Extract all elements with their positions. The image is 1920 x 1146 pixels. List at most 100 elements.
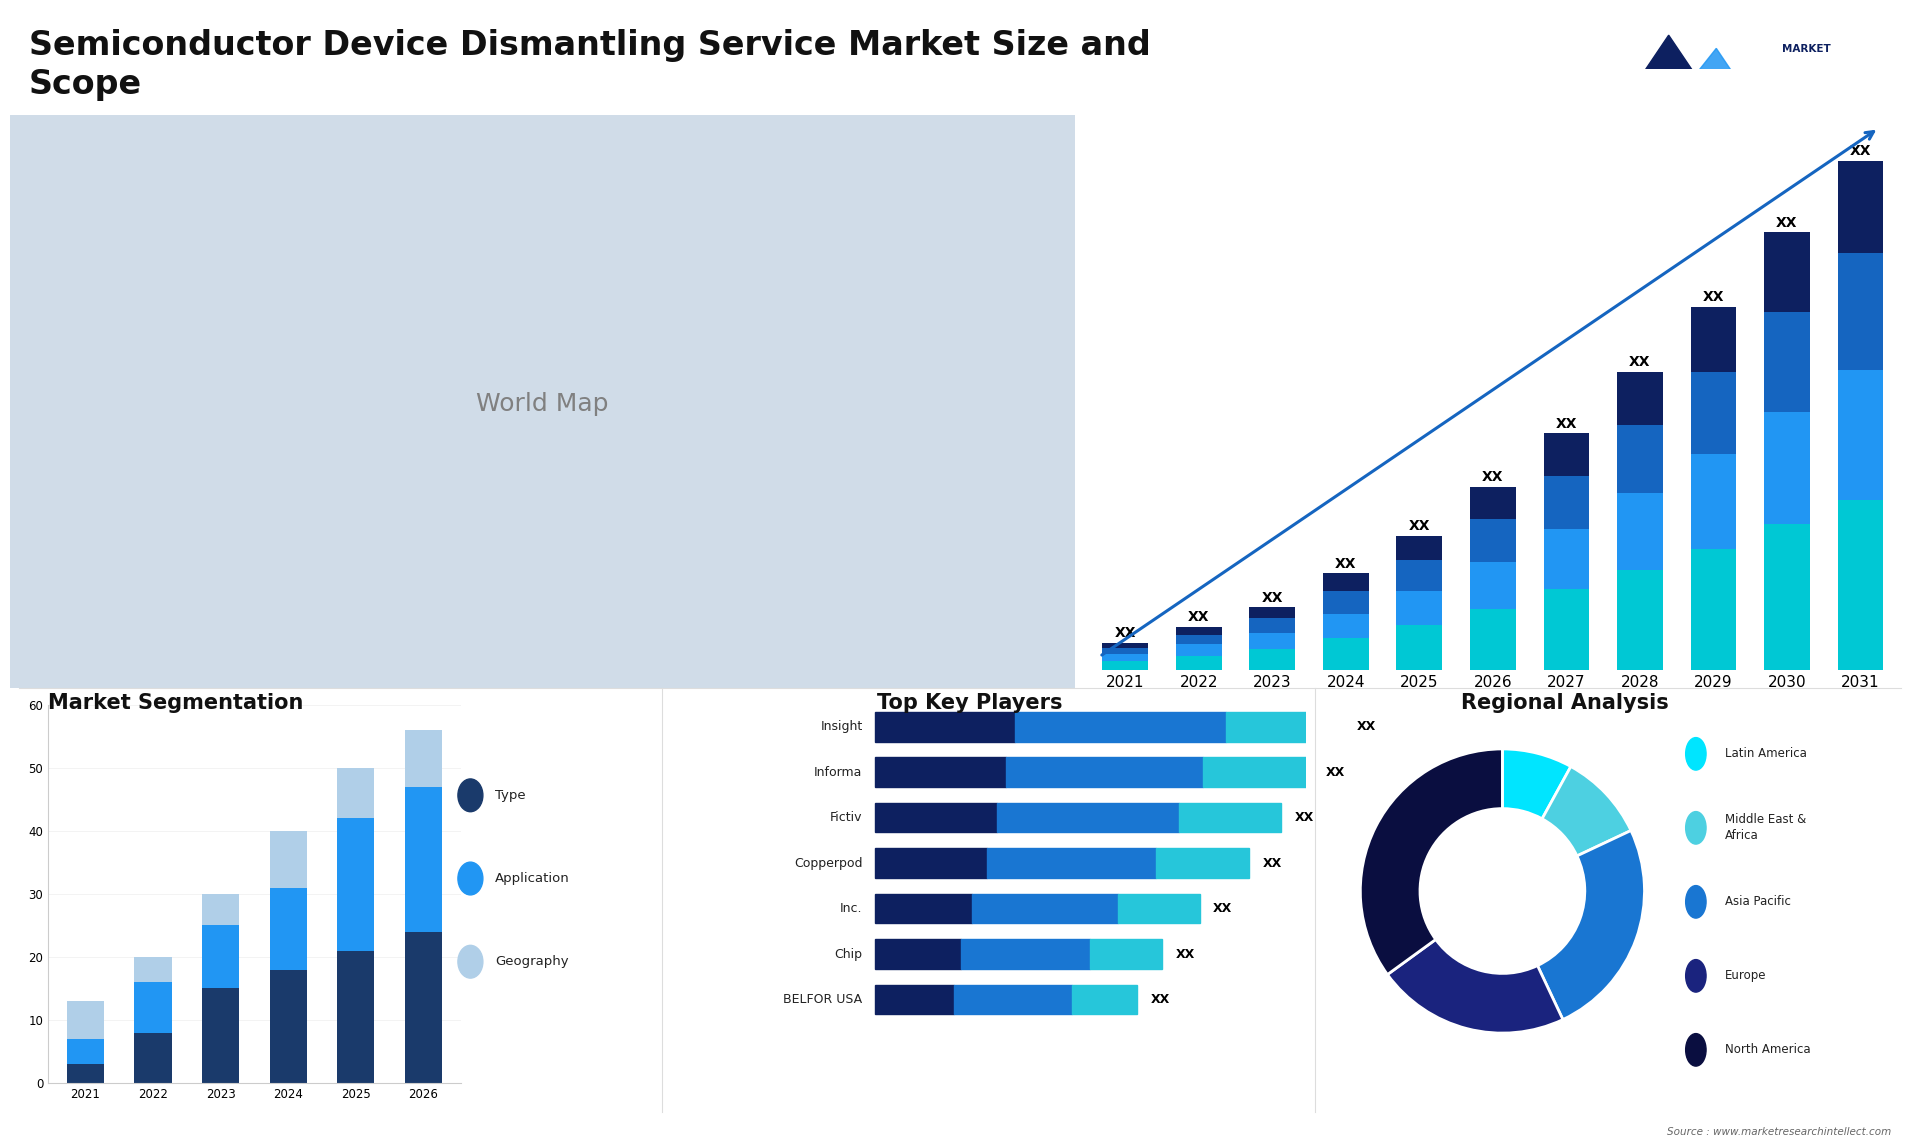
- Circle shape: [1686, 959, 1707, 992]
- Text: XX: XX: [1175, 948, 1194, 960]
- Bar: [405, 932, 442, 1083]
- Text: Market Segmentation: Market Segmentation: [48, 693, 303, 713]
- Text: XX: XX: [1849, 144, 1872, 158]
- Text: XX: XX: [1555, 417, 1576, 431]
- Text: XX: XX: [1188, 610, 1210, 625]
- Text: XX: XX: [1294, 811, 1313, 824]
- Bar: [1175, 656, 1221, 670]
- Bar: [269, 970, 307, 1083]
- Bar: [876, 758, 1006, 787]
- Bar: [1471, 519, 1515, 562]
- Bar: [1396, 535, 1442, 560]
- Bar: [1544, 589, 1590, 670]
- Bar: [1250, 607, 1296, 619]
- Bar: [405, 786, 442, 932]
- Circle shape: [1686, 738, 1707, 770]
- Polygon shape: [1657, 48, 1766, 124]
- Bar: [962, 940, 1091, 968]
- Bar: [202, 926, 240, 988]
- Bar: [1690, 371, 1736, 455]
- Text: BELFOR USA: BELFOR USA: [783, 994, 862, 1006]
- Bar: [202, 894, 240, 926]
- Wedge shape: [1388, 940, 1563, 1033]
- Text: Type: Type: [495, 788, 526, 802]
- Bar: [1690, 549, 1736, 670]
- Text: Europe: Europe: [1726, 970, 1766, 982]
- Text: XX: XX: [1482, 471, 1503, 485]
- Bar: [1102, 660, 1148, 670]
- Bar: [1617, 494, 1663, 570]
- Text: XX: XX: [1325, 766, 1344, 778]
- Bar: [1471, 562, 1515, 609]
- Text: Chip: Chip: [835, 948, 862, 960]
- Bar: [1837, 370, 1884, 500]
- Text: XX: XX: [1628, 355, 1651, 369]
- Bar: [987, 848, 1156, 878]
- Bar: [338, 768, 374, 818]
- Circle shape: [457, 779, 484, 811]
- Bar: [202, 988, 240, 1083]
- Bar: [1102, 643, 1148, 647]
- Bar: [1016, 712, 1227, 741]
- Text: Insight: Insight: [820, 720, 862, 733]
- Wedge shape: [1538, 831, 1644, 1020]
- Text: Informa: Informa: [814, 766, 862, 778]
- Text: Source : www.marketresearchintellect.com: Source : www.marketresearchintellect.com: [1667, 1127, 1891, 1137]
- Bar: [67, 1002, 104, 1038]
- Bar: [405, 730, 442, 786]
- Bar: [1250, 619, 1296, 633]
- Bar: [1471, 487, 1515, 519]
- Bar: [134, 957, 171, 982]
- Text: XX: XX: [1776, 215, 1797, 229]
- Text: Geography: Geography: [495, 956, 568, 968]
- Bar: [1175, 627, 1221, 635]
- Bar: [1102, 647, 1148, 654]
- Text: Copperpod: Copperpod: [795, 857, 862, 870]
- Bar: [1323, 613, 1369, 638]
- Bar: [1837, 500, 1884, 670]
- Bar: [1102, 654, 1148, 660]
- Bar: [1396, 625, 1442, 670]
- Text: Asia Pacific: Asia Pacific: [1726, 895, 1791, 909]
- Circle shape: [1686, 811, 1707, 845]
- Bar: [1544, 529, 1590, 589]
- Text: XX: XX: [1263, 857, 1283, 870]
- Bar: [1175, 644, 1221, 656]
- Bar: [1544, 476, 1590, 529]
- Bar: [1396, 560, 1442, 591]
- Text: XX: XX: [1150, 994, 1169, 1006]
- Circle shape: [457, 862, 484, 895]
- Bar: [269, 887, 307, 970]
- Bar: [1202, 758, 1311, 787]
- Text: XX: XX: [1114, 627, 1137, 641]
- Bar: [1764, 312, 1811, 413]
- Bar: [338, 950, 374, 1083]
- Text: XX: XX: [1703, 290, 1724, 304]
- Bar: [1323, 573, 1369, 591]
- Circle shape: [1686, 886, 1707, 918]
- Bar: [1544, 433, 1590, 476]
- Bar: [1006, 758, 1202, 787]
- Bar: [876, 803, 996, 832]
- Bar: [1617, 371, 1663, 425]
- Wedge shape: [1542, 767, 1630, 856]
- Bar: [1179, 803, 1281, 832]
- Bar: [972, 894, 1117, 924]
- Polygon shape: [1609, 36, 1728, 124]
- Text: Middle East &
Africa: Middle East & Africa: [1726, 814, 1807, 842]
- Bar: [876, 848, 987, 878]
- Bar: [876, 894, 972, 924]
- Bar: [67, 1063, 104, 1083]
- Bar: [1471, 609, 1515, 670]
- Text: Semiconductor Device Dismantling Service Market Size and
Scope: Semiconductor Device Dismantling Service…: [29, 29, 1150, 101]
- Bar: [67, 1038, 104, 1063]
- Text: INTELLECT: INTELLECT: [1782, 103, 1843, 113]
- Text: Fictiv: Fictiv: [829, 811, 862, 824]
- Text: Inc.: Inc.: [841, 902, 862, 916]
- Bar: [1764, 413, 1811, 524]
- Bar: [1690, 307, 1736, 371]
- Text: Latin America: Latin America: [1726, 747, 1807, 760]
- Bar: [1175, 635, 1221, 644]
- Wedge shape: [1361, 749, 1503, 974]
- Bar: [1250, 633, 1296, 650]
